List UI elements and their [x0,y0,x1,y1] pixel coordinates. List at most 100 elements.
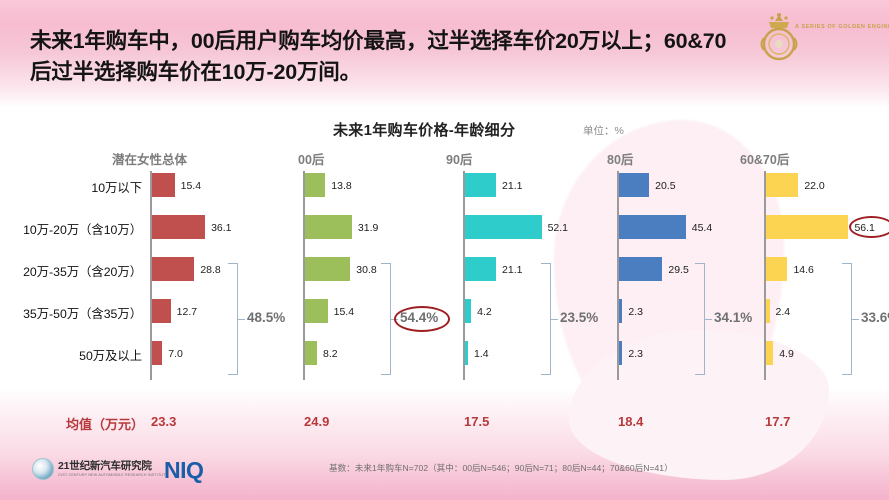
bar-value-label: 2.3 [628,306,643,318]
bar [465,215,542,239]
sum-percentage-label: 23.5% [560,310,599,325]
group-axis-line [150,171,152,380]
highlight-ellipse-value [849,216,889,238]
bar [465,173,497,197]
group-axis-line [617,171,619,380]
logo-niq: NIQ [164,457,204,483]
sum-bracket-tick [852,319,859,321]
bar [465,299,472,323]
bar [152,299,171,323]
bar [766,257,788,281]
sum-bracket-tick [705,319,712,321]
bar [619,257,663,281]
category-label: 50万及以上 [79,349,142,363]
bar [465,341,468,365]
group-axis-line [463,171,465,380]
bar-value-label: 2.3 [628,348,643,360]
bar-value-label: 21.1 [502,264,523,276]
background-top-gradient [0,0,889,108]
bar [619,341,623,365]
bar [619,299,623,323]
bar [766,299,770,323]
bar [305,341,318,365]
bar-value-label: 1.4 [474,348,489,360]
background-blob-decoration-2 [569,330,829,480]
bar [465,257,497,281]
bar [619,215,686,239]
bar [305,257,351,281]
mean-value: 17.7 [765,414,791,429]
bar-value-label: 4.9 [779,348,794,360]
bar-value-label: 12.7 [176,306,198,318]
bar-value-label: 29.5 [668,264,689,276]
bar-value-label: 45.4 [691,222,713,234]
logo-21cn-auto-research: 21世纪新汽车研究院 21ST CENTURY NEW AUTOMOBILE R… [32,458,168,480]
bar-value-label: 20.5 [655,180,676,192]
mean-value: 24.9 [304,414,330,429]
bar-value-label: 22.0 [804,180,825,192]
group-header-label: 60&70后 [740,153,790,167]
golden-crest-icon [760,13,798,61]
bar-value-label: 30.8 [356,264,377,276]
bar-value-label: 2.4 [775,306,791,318]
chart-title: 未来1年购车价格-年龄细分 [333,122,516,139]
category-label: 10万以下 [91,181,142,195]
category-label: 20万-35万（含20万） [23,265,142,279]
bar-value-label: 21.1 [502,180,523,192]
group-axis-line [303,171,305,380]
bar-value-label: 13.8 [331,180,352,192]
mean-row-label: 均值（万元） [66,417,145,432]
page-title: 未来1年购车中，00后用户购车均价最高，过半选择车价20万以上；60&70 后过… [30,26,870,88]
sum-percentage-label: 33.6% [861,310,889,325]
bar-value-label: 4.2 [477,306,492,318]
bar-value-label: 28.8 [200,264,221,276]
logo-mark-icon [32,458,54,480]
bar [766,173,799,197]
bar-value-label: 15.4 [333,306,355,318]
sum-bracket [695,263,705,375]
crest-subtitle: A SERIES OF GOLDEN ENGINE [795,24,889,30]
logo-cn-text: 21世纪新汽车研究院 [58,459,152,472]
bar [152,341,163,365]
category-label: 10万-20万（含10万） [23,223,142,237]
category-label: 35万-50万（含35万） [23,307,142,321]
bar-value-label: 14.6 [793,264,814,276]
bar [766,215,849,239]
bar-value-label: 8.2 [323,348,338,360]
bar-value-label: 36.1 [211,222,232,234]
bar [305,215,352,239]
bar [305,299,328,323]
chart-unit-label: 单位：% [583,125,624,137]
group-header-label: 潜在女性总体 [112,153,188,167]
sum-bracket-tick [238,319,245,321]
sum-percentage-label: 48.5% [247,310,286,325]
chart-plot-area: 10万以下 10万-20万（含10万） 20万-35万（含20万） 35万-50万（含… [0,145,889,445]
bar-value-label: 15.4 [180,180,202,192]
bar [152,215,206,239]
bar-value-label: 7.0 [168,348,183,360]
group-header-label: 80后 [607,153,634,167]
highlight-ellipse-sum [394,306,450,332]
group-header-label: 90后 [446,153,473,167]
bar-value-label: 31.9 [357,222,379,234]
headline-line-1: 未来1年购车中，00后用户购车均价最高，过半选择车价20万以上；60&70 [30,29,727,53]
bar [152,257,195,281]
bar-value-label: 52.1 [547,222,569,234]
headline-line-2: 后过半选择购车价在10万-20万间。 [30,60,361,84]
group-axis-line [764,171,766,380]
footer-base-note: 基数：未来1年购车N=702（其中：00后N=546；90后N=71；80后N=… [329,463,673,473]
bar [619,173,650,197]
mean-value: 18.4 [618,414,644,429]
bar [766,341,774,365]
sum-bracket [228,263,238,375]
sum-bracket [842,263,852,375]
group-header-label: 00后 [298,153,325,167]
sum-bracket [381,263,391,375]
sum-bracket [541,263,551,375]
logo-en-text: 21ST CENTURY NEW AUTOMOBILE RESEARCH INS… [58,472,169,477]
bar [305,173,326,197]
sum-bracket-tick [551,319,558,321]
mean-value: 23.3 [151,414,177,429]
bar [152,173,175,197]
